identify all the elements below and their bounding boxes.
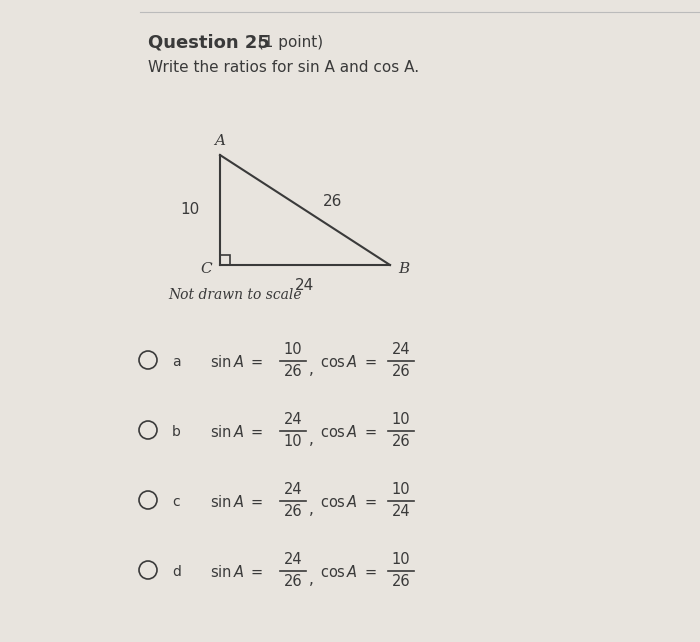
Text: 24: 24 <box>295 277 314 293</box>
Text: 24: 24 <box>392 505 410 519</box>
Text: b: b <box>172 425 181 439</box>
Text: 24: 24 <box>284 553 302 568</box>
Text: $\cos A\ =$: $\cos A\ =$ <box>320 564 377 580</box>
Text: Write the ratios for sin A and cos A.: Write the ratios for sin A and cos A. <box>148 60 419 76</box>
Text: 10: 10 <box>392 553 410 568</box>
Text: 10: 10 <box>284 435 302 449</box>
Text: 26: 26 <box>284 505 302 519</box>
Text: Question 25: Question 25 <box>148 33 270 51</box>
Text: 10: 10 <box>392 413 410 428</box>
Text: 26: 26 <box>323 195 342 209</box>
Text: Not drawn to scale: Not drawn to scale <box>168 288 302 302</box>
Text: 24: 24 <box>284 483 302 498</box>
Text: c: c <box>172 495 180 509</box>
Text: A: A <box>214 134 225 148</box>
Text: $\cos A\ =$: $\cos A\ =$ <box>320 494 377 510</box>
Text: ,: , <box>309 573 314 587</box>
Text: B: B <box>398 262 409 276</box>
Text: 24: 24 <box>392 342 410 358</box>
Text: 10: 10 <box>284 342 302 358</box>
Text: $\sin A\ =$: $\sin A\ =$ <box>210 354 264 370</box>
Text: ,: , <box>309 503 314 517</box>
Text: 10: 10 <box>181 202 200 218</box>
Text: $\sin A\ =$: $\sin A\ =$ <box>210 564 264 580</box>
Text: $\cos A\ =$: $\cos A\ =$ <box>320 354 377 370</box>
Text: ,: , <box>309 433 314 447</box>
Text: $\sin A\ =$: $\sin A\ =$ <box>210 494 264 510</box>
Text: (1 point): (1 point) <box>253 35 323 49</box>
Text: $\sin A\ =$: $\sin A\ =$ <box>210 424 264 440</box>
Text: 26: 26 <box>392 575 410 589</box>
Text: $\cos A\ =$: $\cos A\ =$ <box>320 424 377 440</box>
Text: d: d <box>172 565 181 579</box>
Text: 10: 10 <box>392 483 410 498</box>
Bar <box>220 255 230 265</box>
Text: 26: 26 <box>284 575 302 589</box>
Text: ,: , <box>309 363 314 377</box>
Text: a: a <box>172 355 181 369</box>
Text: 24: 24 <box>284 413 302 428</box>
Text: C: C <box>200 262 212 276</box>
Text: 26: 26 <box>392 365 410 379</box>
Text: 26: 26 <box>284 365 302 379</box>
Text: 26: 26 <box>392 435 410 449</box>
